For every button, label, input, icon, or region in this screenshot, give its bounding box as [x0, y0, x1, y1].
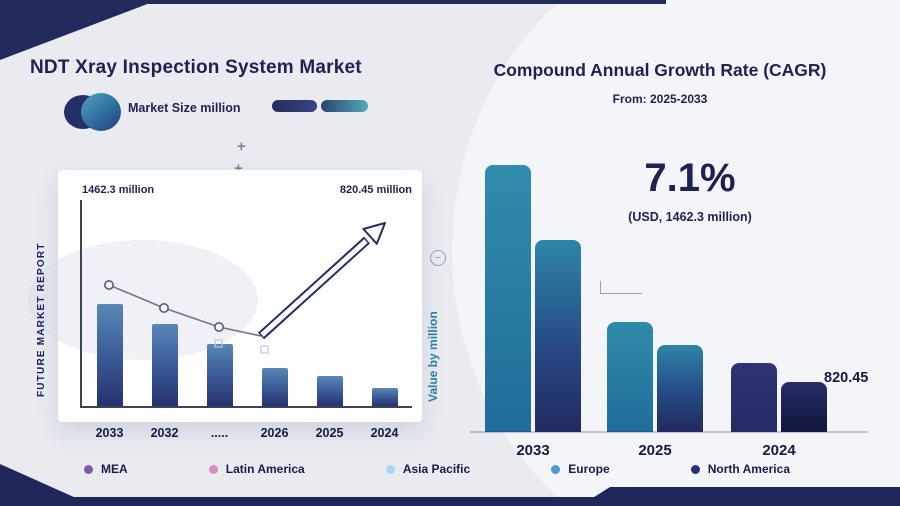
arrow-shaft [260, 239, 368, 337]
legend-pill-teal [321, 100, 368, 112]
market-bar [316, 376, 343, 406]
cagr-group: 2024 [731, 363, 827, 459]
legend-item: Asia Pacific [385, 462, 471, 476]
minus-circle-icon: − [430, 250, 446, 266]
market-bar-label: 2024 [370, 426, 399, 440]
market-bar-column [247, 368, 302, 406]
market-title: NDT Xray Inspection System Market [30, 57, 362, 78]
annotation-2024-value: 820.45 million [339, 184, 412, 196]
bottom-border-strip [0, 497, 900, 506]
y-axis-line [80, 200, 82, 408]
market-bar-labels: 2033 2032..... 2026 2025 2024 [82, 426, 412, 440]
legend-dot [208, 464, 218, 474]
x-axis-line [80, 406, 412, 408]
market-chart-card: 1462.3 million 820.45 million [28, 170, 422, 422]
cylinder-front-shape [81, 93, 121, 131]
cagr-bar-primary [485, 165, 531, 432]
cagr-group: 2025 [607, 322, 703, 459]
top-border-line [0, 0, 666, 4]
corner-wedge [0, 0, 158, 60]
trend-arrow-overlay [103, 222, 386, 354]
trend-marker [103, 280, 114, 291]
cagr-bars: 2033 2025 2024 [470, 150, 870, 459]
bracket-decoration [600, 281, 642, 294]
marker-square [214, 339, 223, 348]
cagr-title: Compound Annual Growth Rate (CAGR) [493, 60, 827, 80]
market-bar [206, 344, 233, 406]
market-bar-label: 2033 [95, 426, 124, 440]
legend-dot [551, 464, 561, 474]
cagr-bar-secondary [781, 382, 827, 432]
legend-dot [690, 464, 700, 474]
plus-decoration-icon: + [234, 160, 243, 177]
marker-square [260, 345, 269, 354]
bottom-right-band [580, 487, 900, 506]
arrow-head [362, 222, 386, 245]
legend-label: Latin America [225, 462, 305, 476]
market-bar-label: 2032 [150, 426, 179, 440]
value-axis-label: Value by million [426, 311, 440, 403]
trend-line [108, 284, 262, 337]
market-size-legend-label: Market Size million [128, 101, 241, 115]
cagr-group-label: 2025 [638, 442, 672, 459]
market-bar [151, 324, 178, 406]
cagr-note: (USD, 1462.3 million) [628, 210, 752, 224]
trend-marker [159, 303, 170, 314]
cagr-group-label: 2033 [516, 442, 550, 459]
market-bar [96, 304, 123, 406]
cagr-baseline [470, 431, 868, 433]
market-bar-column [357, 388, 412, 406]
cagr-bar-primary [731, 363, 777, 432]
region-legend: MEA Latin America Asia Pacific Europe North … [84, 462, 790, 476]
legend-label: North America [707, 462, 790, 476]
cagr-group: 2033 [485, 165, 581, 459]
plus-decoration-icon: + [237, 138, 246, 155]
market-bar [261, 368, 288, 406]
cagr-subtitle: From: 2025-2033 [612, 92, 708, 106]
legend-dot [84, 464, 93, 474]
legend-item: Europe [551, 462, 610, 476]
report-side-label: FUTURE MARKET REPORT [36, 242, 47, 398]
annotation-2033-value: 1462.3 million [82, 184, 155, 196]
legend-label: Europe [568, 462, 610, 476]
market-bar-column [137, 324, 192, 406]
end-value-label: 820.45 [824, 370, 869, 386]
market-bar-column [192, 344, 247, 406]
market-bar-column [302, 376, 357, 406]
market-size-icon [64, 93, 122, 131]
market-bar-label: 2026 [260, 426, 289, 440]
legend-item: MEA [84, 462, 128, 476]
legend-label: MEA [101, 462, 128, 476]
cagr-bar-secondary [535, 240, 581, 432]
market-bar-label: ..... [210, 426, 229, 440]
cagr-value: 7.1% [644, 156, 736, 200]
market-bars [82, 206, 412, 406]
bottom-left-wedge [0, 464, 76, 498]
legend-label: Asia Pacific [402, 462, 471, 476]
cagr-group-label: 2024 [762, 442, 796, 459]
market-bar-column [82, 304, 137, 406]
legend-item: Latin America [208, 462, 305, 476]
market-bar-label: 2025 [315, 426, 344, 440]
trend-marker [214, 322, 225, 333]
legend-dot [385, 464, 395, 474]
legend-pill-dark [272, 100, 317, 112]
market-bar [371, 388, 398, 406]
cagr-bar-secondary [657, 345, 703, 432]
cagr-bar-primary [607, 322, 653, 432]
legend-item: North America [690, 462, 790, 476]
